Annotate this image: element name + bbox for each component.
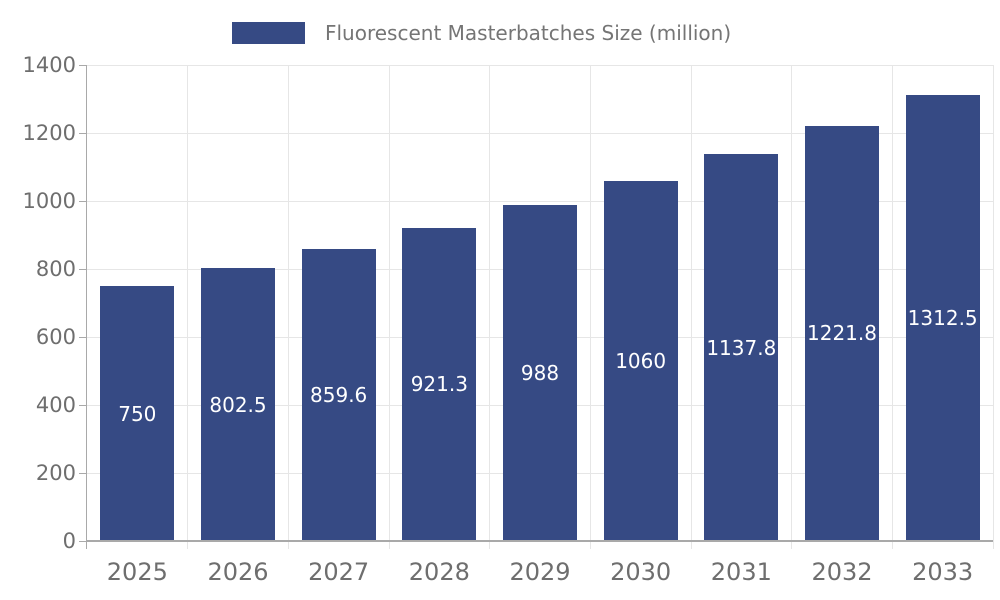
y-tick-label: 400 (35, 393, 76, 417)
bar-value-label: 859.6 (310, 382, 368, 407)
bar-2032 (805, 125, 879, 541)
y-tick-label: 1200 (22, 121, 76, 145)
x-tick-label: 2025 (106, 558, 168, 586)
y-axis-tick (79, 472, 87, 474)
bar-2027 (301, 248, 376, 541)
y-axis-tick (79, 268, 87, 270)
horizontal-gridline (87, 64, 993, 66)
vertical-gridline (187, 65, 189, 549)
y-axis-line (86, 65, 87, 549)
x-tick-label: 2026 (207, 558, 269, 586)
horizontal-gridline (87, 200, 993, 202)
x-tick-label: 2032 (811, 558, 873, 586)
x-tick-label: 2027 (308, 558, 370, 586)
legend-label: Fluorescent Masterbatches Size (million) (325, 21, 732, 45)
bar-2028 (402, 227, 477, 541)
vertical-gridline (992, 65, 994, 549)
vertical-gridline (388, 65, 390, 549)
x-tick-label: 2028 (408, 558, 470, 586)
x-tick-label: 2029 (509, 558, 571, 586)
y-tick-label: 800 (35, 257, 76, 281)
y-axis-tick (79, 540, 87, 542)
bar-value-label: 1221.8 (807, 321, 877, 346)
bar-value-label: 802.5 (209, 392, 267, 417)
y-tick-label: 1000 (22, 189, 76, 213)
bar-2030 (603, 180, 678, 541)
y-tick-label: 1400 (22, 53, 76, 77)
bar-2031 (704, 154, 779, 541)
y-axis-tick (79, 64, 87, 66)
y-axis-tick (79, 200, 87, 202)
y-tick-label: 600 (35, 325, 76, 349)
bar-2026 (201, 268, 275, 541)
vertical-gridline (891, 65, 893, 549)
bar-value-label: 988 (520, 361, 560, 386)
vertical-gridline (489, 65, 491, 549)
y-tick-label: 200 (35, 461, 76, 485)
y-axis-tick (79, 404, 87, 406)
horizontal-gridline (87, 132, 993, 134)
x-axis-line (87, 540, 993, 542)
bar-2033 (905, 94, 980, 541)
bar-value-label: 1137.8 (706, 335, 777, 360)
legend-swatch (232, 22, 305, 44)
bar-value-label: 1060 (615, 348, 667, 373)
y-axis-tick (79, 336, 87, 338)
bar-value-label: 1312.5 (907, 305, 978, 330)
x-tick-label: 2033 (912, 558, 974, 586)
x-tick-label: 2030 (610, 558, 672, 586)
vertical-gridline (791, 65, 793, 549)
bar-value-label: 750 (118, 401, 157, 426)
bar-value-label: 921.3 (410, 372, 468, 397)
x-tick-label: 2031 (710, 558, 772, 586)
y-tick-label: 0 (62, 529, 76, 553)
vertical-gridline (287, 65, 289, 549)
bar-2025 (100, 286, 175, 541)
y-axis-tick (79, 132, 87, 134)
bar-2029 (503, 205, 577, 541)
vertical-gridline (589, 65, 591, 549)
vertical-gridline (690, 65, 692, 549)
